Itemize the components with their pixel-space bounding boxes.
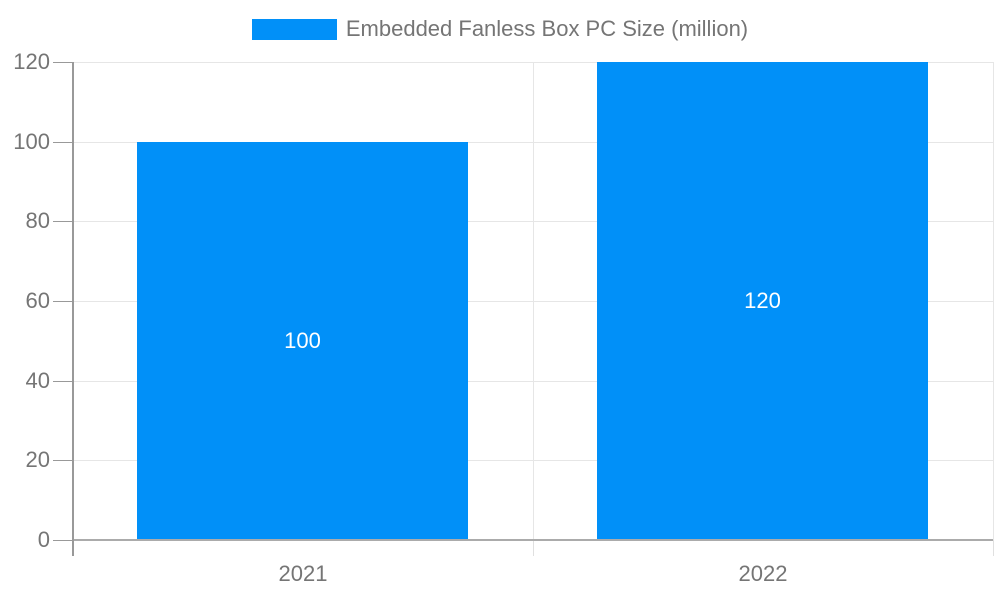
y-axis-tick-label: 0 bbox=[37, 527, 50, 552]
y-axis-tick-label: 100 bbox=[13, 129, 50, 154]
bar-value-label: 100 bbox=[284, 328, 321, 353]
category-gridline bbox=[993, 62, 994, 540]
bar-2022[interactable]: 120 bbox=[597, 62, 928, 540]
y-axis-tick-label: 120 bbox=[13, 49, 50, 74]
y-axis-tick bbox=[53, 381, 73, 382]
x-axis-tick bbox=[993, 540, 994, 556]
y-axis-tick-label: 20 bbox=[25, 447, 50, 472]
y-axis-line bbox=[72, 62, 74, 556]
y-axis-tick bbox=[53, 540, 73, 541]
y-axis-tick bbox=[53, 62, 73, 63]
bar-2021[interactable]: 100 bbox=[137, 142, 468, 540]
legend-swatch-icon bbox=[251, 18, 337, 40]
x-axis-line bbox=[73, 539, 993, 541]
y-axis-tick-label: 40 bbox=[25, 368, 50, 393]
bar-value-label: 120 bbox=[744, 288, 781, 313]
y-axis-tick-label: 80 bbox=[25, 208, 50, 233]
legend-item[interactable]: Embedded Fanless Box PC Size (million) bbox=[0, 15, 1000, 43]
x-axis-tick bbox=[533, 540, 534, 556]
x-axis-tick-label: 2021 bbox=[278, 561, 328, 586]
y-axis-tick bbox=[53, 221, 73, 222]
y-axis-tick bbox=[53, 460, 73, 461]
x-axis-tick-label: 2022 bbox=[738, 561, 788, 586]
y-axis-tick-label: 60 bbox=[25, 288, 50, 313]
legend-label: Embedded Fanless Box PC Size (million) bbox=[345, 16, 749, 41]
y-axis-tick bbox=[53, 301, 73, 302]
y-axis-tick bbox=[53, 142, 73, 143]
category-gridline bbox=[533, 62, 534, 540]
